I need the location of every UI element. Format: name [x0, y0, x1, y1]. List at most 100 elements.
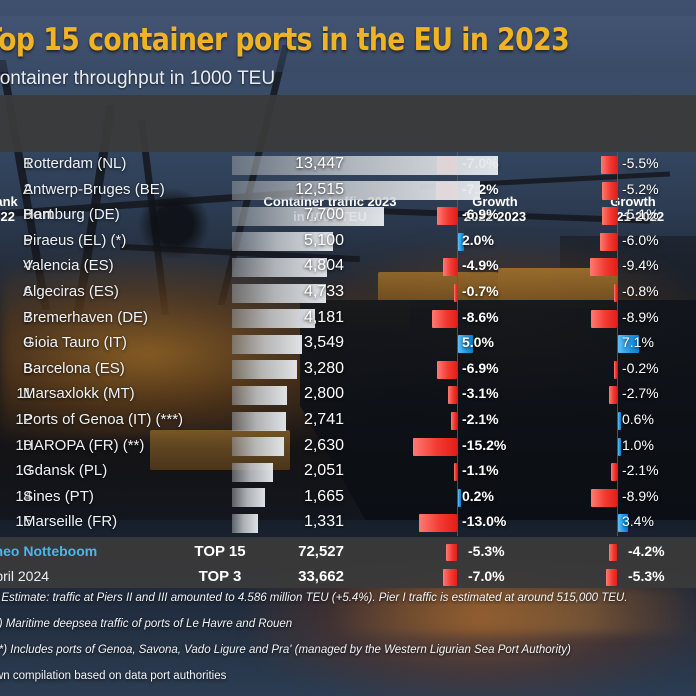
- traffic-bar: [232, 181, 480, 201]
- zero-axis-line: [457, 484, 458, 511]
- totals-growth-label: -7.0%: [468, 568, 505, 584]
- zero-axis-line: [617, 356, 618, 383]
- cell-rank-2022: 10: [15, 436, 32, 454]
- totals-label: TOP 15: [194, 543, 246, 560]
- zero-axis-line: [457, 408, 458, 434]
- footnote: (**) Maritime deepsea traffic of ports o…: [0, 618, 293, 630]
- growth-bar-negative: [601, 181, 617, 200]
- cell-port-name: Gioia Tauro (IT): [23, 334, 127, 352]
- growth-value-label: -0.2%: [622, 359, 659, 376]
- cell-rank-2022: 9: [23, 334, 32, 352]
- growth-bar-negative: [436, 360, 457, 379]
- zero-axis-line: [617, 331, 618, 357]
- traffic-bar: [232, 385, 288, 405]
- traffic-bar: [232, 411, 287, 431]
- growth-bar-negative: [602, 207, 617, 226]
- zero-axis-line: [457, 254, 458, 280]
- totals-growth-label: -5.3%: [628, 568, 665, 584]
- growth-value-label: -1.1%: [462, 462, 499, 479]
- table-row: 6 Algeciras (ES) 4,733 -0.7% -0.8%: [0, 280, 696, 306]
- growth-value-label: -13.0%: [462, 513, 507, 530]
- growth-bar-negative: [442, 258, 457, 277]
- totals-row: April 2024 TOP 3 33,662 -7.0% -5.3%: [0, 565, 696, 590]
- cell-traffic-value: 12,515: [295, 180, 344, 198]
- growth-bar-negative: [450, 412, 457, 430]
- cell-port-name: Gdansk (PL): [23, 462, 108, 480]
- growth-value-label: 0.2%: [462, 487, 494, 504]
- growth-value-label: -0.7%: [462, 283, 499, 299]
- growth-value-label: -6.9%: [462, 359, 499, 376]
- cell-growth-2021-2022: 1.0%: [560, 433, 696, 460]
- cell-growth-2022-2023: 2.0%: [400, 228, 560, 255]
- totals-row: Theo Notteboom TOP 15 72,527 -5.3% -4.2%: [0, 540, 696, 565]
- zero-axis-line: [457, 331, 458, 357]
- column-header-port: Port: [23, 206, 53, 223]
- cell-growth-2021-2022: -2.1%: [560, 459, 696, 485]
- growth-value-label: -2.7%: [622, 385, 659, 402]
- water-reflection: [330, 588, 696, 634]
- zero-axis-line: [617, 228, 618, 255]
- traffic-bar: [232, 360, 297, 380]
- cell-traffic-value: 1,665: [303, 487, 344, 505]
- growth-bar-positive: [458, 488, 461, 507]
- traffic-bar: [232, 334, 303, 354]
- publication-date: April 2024: [0, 568, 50, 584]
- table-row: 4 Valencia (ES) 4,804 -4.9% -9.4%: [0, 254, 696, 280]
- table-row: 12 Ports of Genoa (IT) (***) 2,741 -2.1% 0.6…: [0, 408, 696, 434]
- zero-axis-line: [617, 254, 618, 280]
- crane-wheel: [138, 188, 210, 260]
- growth-value-label: 0.6%: [622, 411, 654, 427]
- table-row: 15 Marseille (FR) 1,331 -13.0% 3.4%: [0, 510, 696, 536]
- growth-value-label: 2.0%: [462, 231, 494, 248]
- cell-traffic-value: 2,800: [303, 385, 344, 403]
- totals-growth-bar: [443, 569, 457, 586]
- zero-axis-line: [617, 484, 618, 511]
- growth-value-label: -8.6%: [462, 308, 499, 325]
- zero-axis-line: [617, 305, 618, 332]
- growth-value-label: -15.2%: [462, 436, 507, 453]
- column-header-growth1-line1: Growth: [472, 194, 518, 209]
- growth-bar-negative: [591, 309, 617, 328]
- growth-value-label: -9.4%: [622, 257, 659, 274]
- zero-axis-line: [457, 228, 458, 255]
- cell-traffic-value: 4,804: [303, 257, 344, 275]
- cell-traffic-value: 3,280: [303, 359, 344, 377]
- cell-port-name: Bremerhaven (DE): [23, 308, 149, 326]
- zero-axis-line: [617, 177, 618, 204]
- cell-growth-2022-2023: 0.2%: [400, 484, 560, 511]
- traffic-bar: [232, 232, 333, 252]
- column-header-rank: Rank 2022: [0, 194, 38, 224]
- zero-axis-line: [617, 382, 618, 408]
- growth-value-label: -2.1%: [622, 462, 659, 479]
- growth-bar-negative: [599, 232, 617, 251]
- growth-bar-negative: [453, 463, 457, 482]
- growth-value-label: -2.1%: [462, 411, 499, 427]
- zero-axis-line: [457, 305, 458, 332]
- growth-bar-positive: [618, 437, 621, 456]
- cell-growth-2021-2022: 0.6%: [560, 408, 696, 434]
- growth-value-label: -5.1%: [622, 206, 659, 223]
- zero-axis-line: [457, 203, 458, 229]
- cell-growth-2021-2022: -2.7%: [560, 382, 696, 408]
- cell-traffic-value: 2,741: [303, 411, 344, 428]
- cell-growth-2022-2023: -15.2%: [400, 433, 560, 460]
- growth-bar-positive: [618, 514, 628, 533]
- cell-rank-2022: 14: [15, 487, 32, 505]
- cell-growth-2021-2022: 7.1%: [560, 331, 696, 357]
- totals-growth-bar: [608, 544, 617, 561]
- table-row: 9 Gioia Tauro (IT) 3,549 5.0% 7.1%: [0, 331, 696, 357]
- cell-growth-2022-2023: -2.1%: [400, 408, 560, 434]
- cell-growth-2021-2022: -0.2%: [560, 356, 696, 383]
- cell-growth-2022-2023: -3.1%: [400, 382, 560, 408]
- zero-axis-line: [457, 433, 458, 460]
- page-title: Top 15 container ports in the EU in 2023: [0, 22, 570, 58]
- table-row: 7 Bremerhaven (DE) 4,181 -8.6% -8.9%: [0, 305, 696, 332]
- cell-port-name: Marseille (FR): [23, 513, 118, 531]
- growth-value-label: -6.9%: [462, 206, 499, 223]
- table-row: 2 Antwerp-Bruges (BE) 12,515 -7.2% -5.2%: [0, 177, 696, 204]
- cell-port-name: HAROPA (FR) (**): [23, 436, 145, 454]
- cell-traffic-value: 1,331: [303, 513, 344, 531]
- totals-growth-bar: [606, 569, 617, 586]
- zero-axis-line: [617, 152, 618, 178]
